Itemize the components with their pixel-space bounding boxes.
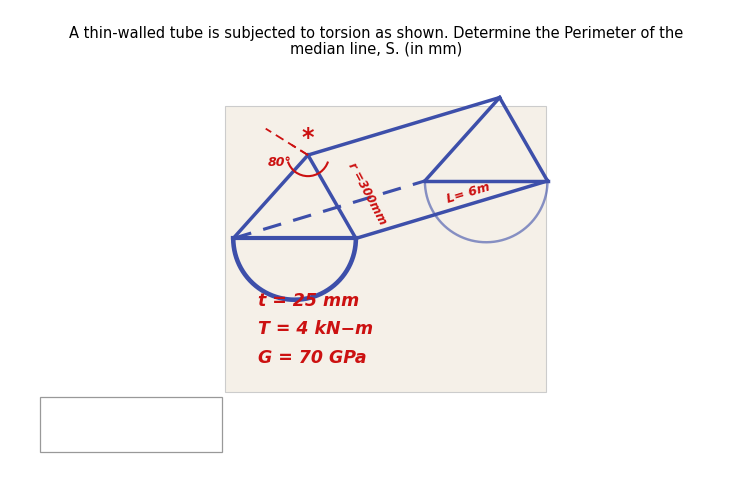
Text: T = 4 kN−m: T = 4 kN−m [258,320,373,338]
Text: L= 6m: L= 6m [444,181,491,206]
Text: median line, S. (in mm): median line, S. (in mm) [290,41,462,56]
Text: G = 70 GPa: G = 70 GPa [258,349,367,367]
Text: A thin-walled tube is subjected to torsion as shown. Determine the Perimeter of : A thin-walled tube is subjected to torsi… [69,26,683,41]
FancyBboxPatch shape [225,106,546,392]
Text: 80°: 80° [268,156,291,169]
FancyBboxPatch shape [40,396,222,452]
Text: t = 25 mm: t = 25 mm [258,292,359,310]
Text: *: * [302,126,314,150]
Text: r =300mm: r =300mm [345,161,389,227]
